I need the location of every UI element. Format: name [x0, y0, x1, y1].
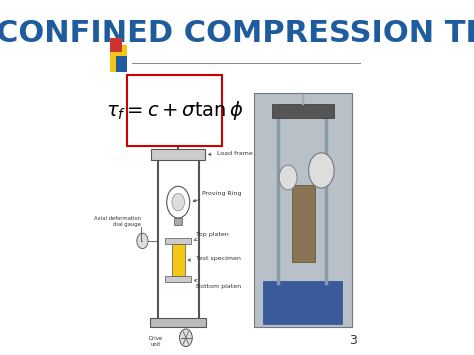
Bar — [263, 282, 342, 324]
Bar — [110, 45, 127, 72]
FancyBboxPatch shape — [127, 75, 222, 146]
Text: Bottom platen: Bottom platen — [194, 279, 241, 289]
Circle shape — [309, 153, 334, 188]
Bar — [165, 238, 191, 245]
Text: Drive
unit: Drive unit — [148, 336, 162, 347]
Text: 3: 3 — [349, 334, 357, 346]
Bar — [116, 56, 127, 72]
Text: UNCONFINED COMPRESSION TEST: UNCONFINED COMPRESSION TEST — [0, 18, 474, 48]
Bar — [150, 318, 206, 327]
Bar — [172, 245, 184, 276]
Circle shape — [167, 186, 190, 218]
Text: Test specimen: Test specimen — [188, 256, 241, 261]
Circle shape — [172, 193, 184, 211]
Text: Top platen: Top platen — [194, 231, 229, 241]
Circle shape — [137, 233, 148, 248]
Bar — [174, 218, 182, 225]
Bar — [272, 104, 334, 118]
Circle shape — [279, 165, 297, 190]
Bar — [292, 185, 315, 262]
Bar — [254, 93, 352, 327]
Circle shape — [180, 329, 192, 346]
Text: Load frame: Load frame — [209, 151, 252, 155]
Bar — [151, 149, 205, 160]
Bar — [110, 38, 122, 53]
Text: Proving Ring: Proving Ring — [193, 191, 242, 202]
Bar — [165, 276, 191, 283]
Text: Axial deformation
dial gauge: Axial deformation dial gauge — [94, 216, 141, 227]
Text: $\tau_f = c + \sigma \tan \phi$: $\tau_f = c + \sigma \tan \phi$ — [106, 99, 243, 122]
